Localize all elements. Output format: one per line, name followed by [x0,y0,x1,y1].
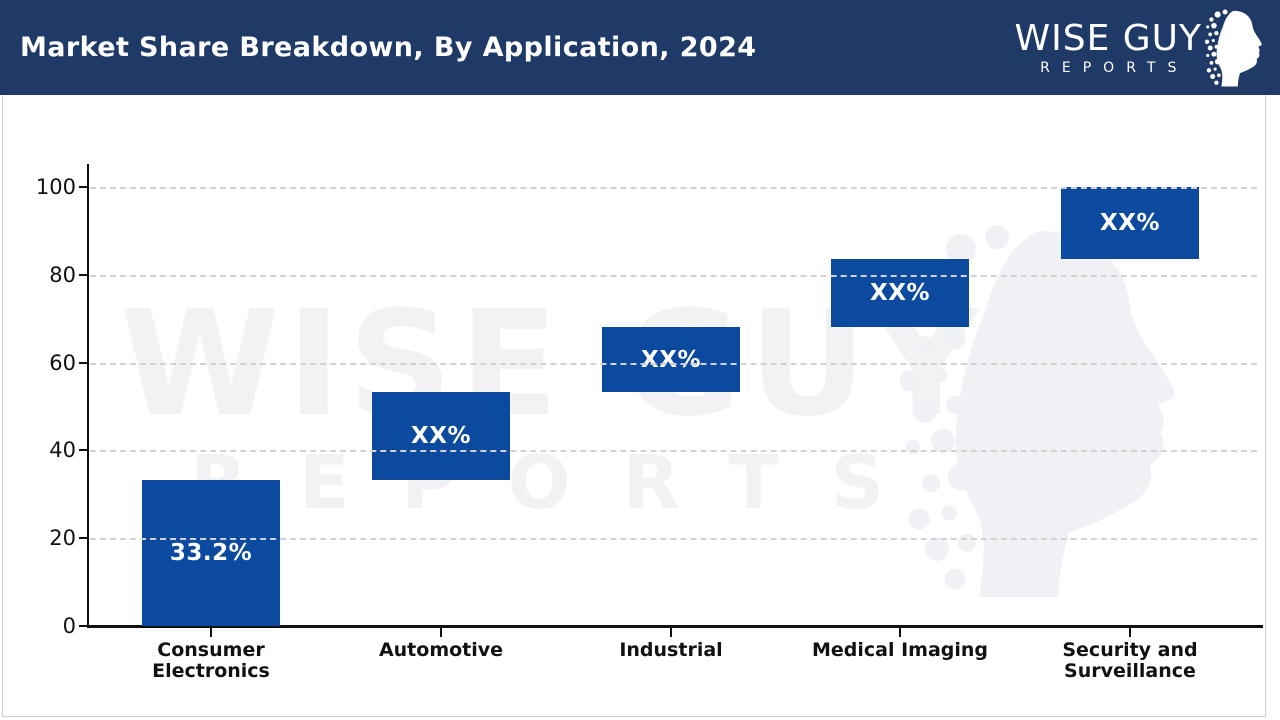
bar-value-label: XX% [1099,210,1160,236]
bar-industrial: XX% [602,327,740,393]
logo-subtitle: REPORTS [1040,59,1189,76]
logo-text: WISE GUY REPORTS [1014,17,1203,76]
header-bar: Market Share Breakdown, By Application, … [0,0,1280,95]
wiseguy-logo: WISE GUY REPORTS [1015,9,1267,87]
y-tick-label: 0 [62,614,76,638]
y-tick-mark [79,186,87,188]
x-tick-mark [670,628,672,637]
x-tick-mark [210,628,212,637]
x-category-label: Security and Surveillance [1062,639,1198,682]
y-tick-label: 100 [35,175,76,199]
x-tick-mark [899,628,901,637]
y-tick-mark [79,361,87,364]
y-tick-mark [79,537,87,540]
y-tick-mark [79,273,87,276]
y-tick-label: 40 [49,438,76,463]
bar-consumer-electronics: 33.2% [142,480,280,626]
bar-value-label: XX% [869,280,930,307]
x-category-label: Medical Imaging [811,639,989,661]
x-axis-spine [87,625,1263,628]
page-title: Market Share Breakdown, By Application, … [20,32,757,63]
y-tick-label: 60 [49,350,76,375]
bar-value-label: 33.2% [169,540,253,567]
x-category-label: Automotive [378,639,504,661]
gridline-40 [90,450,1257,453]
logo-wordmark: WISE GUY [1014,17,1202,59]
y-axis-spine [87,164,89,627]
x-category-label: Industrial [619,639,723,661]
bar-medical-imaging: XX% [831,259,969,328]
gridline-20 [90,538,1257,541]
y-tick-label: 20 [49,526,76,551]
x-tick-mark [1129,628,1131,637]
x-tick-mark [440,628,442,637]
gridline-60 [90,362,1257,365]
gridline-100 [90,187,1257,189]
y-tick-mark [79,625,87,627]
bar-value-label: XX% [410,423,471,450]
y-tick-mark [79,449,87,452]
bar-security-and-surveillance: XX% [1061,187,1199,259]
bar-value-label: XX% [640,346,701,373]
gridline-80 [90,274,1257,277]
y-tick-label: 80 [49,262,76,287]
watermark-subtitle: REPORTS [190,440,937,526]
bar-automotive: XX% [372,392,510,481]
x-category-label: Consumer Electronics [152,639,270,682]
plot-area: 33.2% XX% XX% XX% XX% [88,187,1262,626]
